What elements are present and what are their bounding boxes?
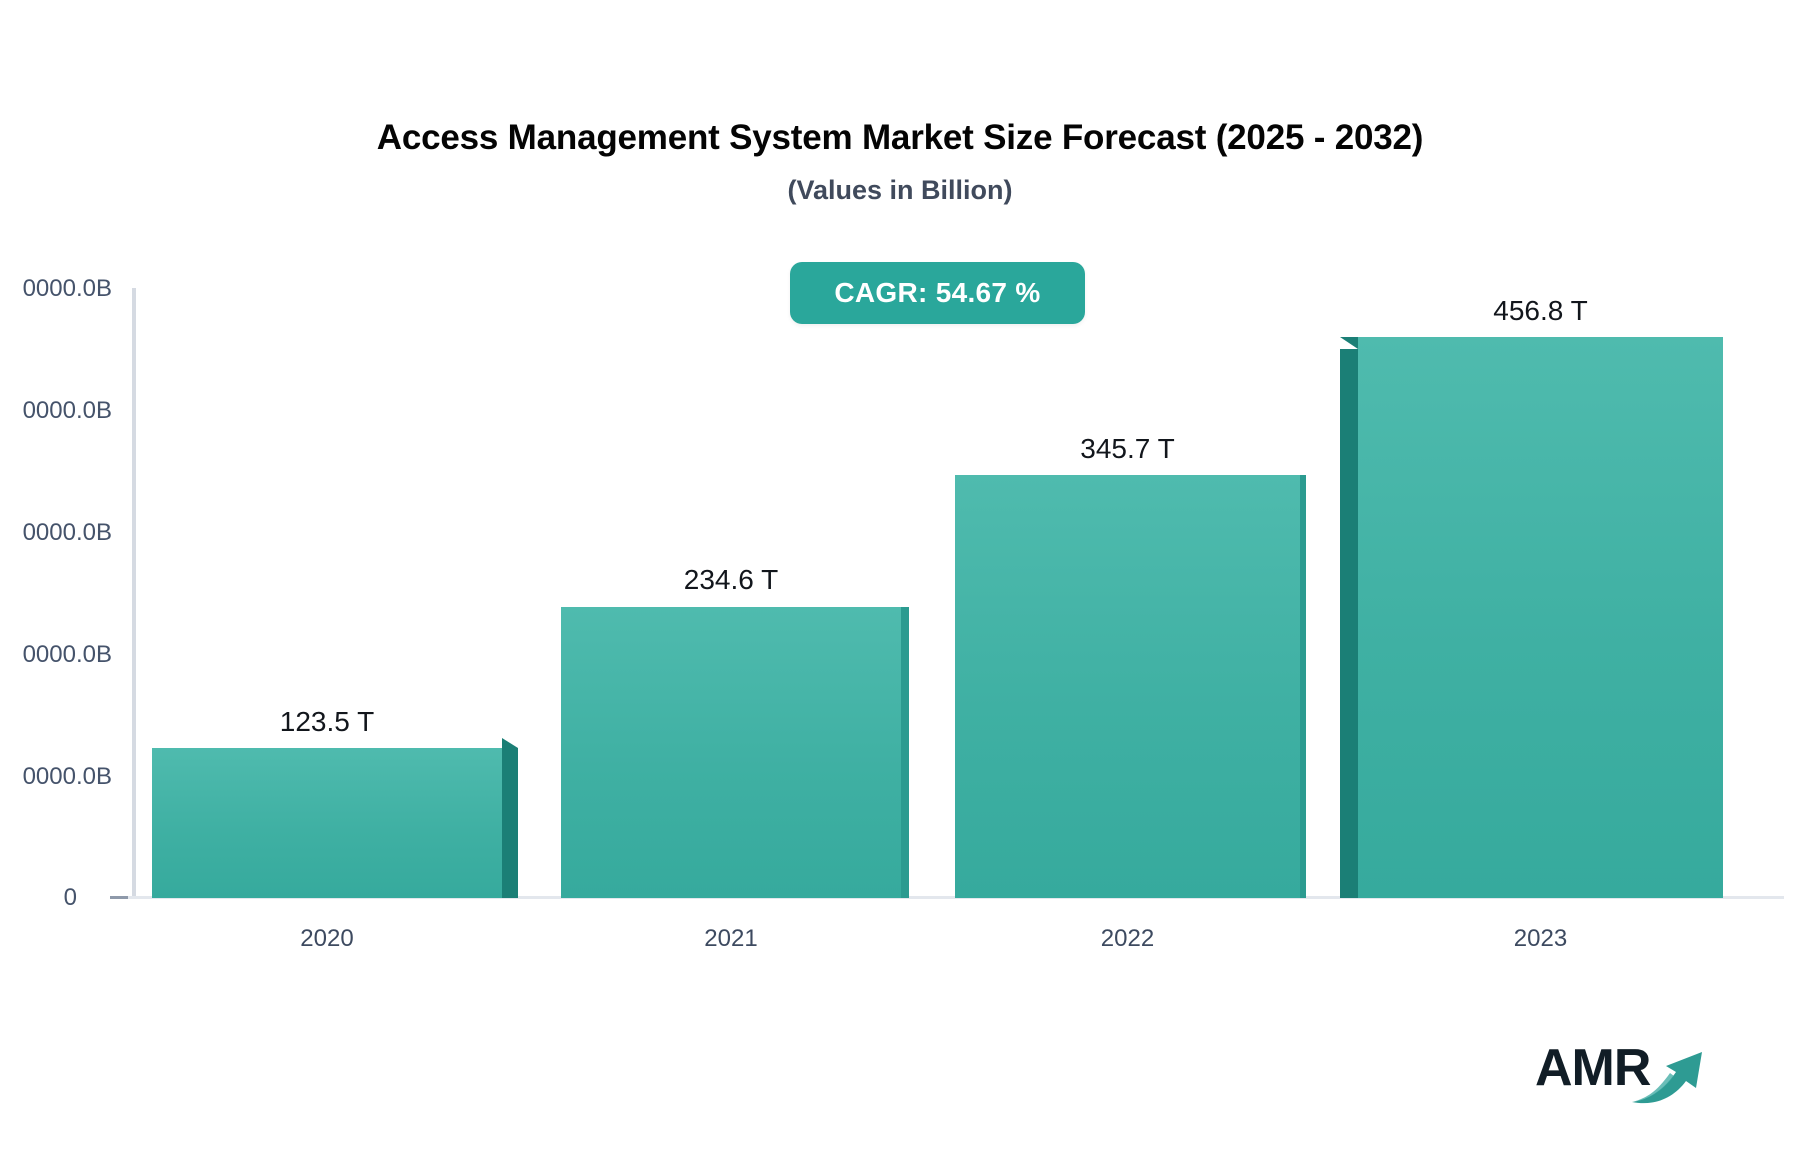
x-tick-label-2022: 2022 [1100, 925, 1155, 952]
y-tick-mark-zero [110, 896, 128, 899]
bar-value-label-2023: 456.8 T [1493, 295, 1588, 326]
bar-2021[interactable] [561, 607, 909, 898]
x-tick-label-2020: 2020 [300, 925, 354, 952]
bar-value-label-2020: 123.5 T [279, 706, 375, 737]
bar-value-label-2021: 234.6 T [683, 564, 779, 595]
bar-2022[interactable] [955, 475, 1306, 898]
amr-logo: AMR [1535, 1040, 1710, 1112]
bar-face-2021 [561, 607, 901, 898]
bar-side-2022 [1300, 475, 1306, 898]
bar-face-2022 [955, 475, 1300, 898]
bar-side-cap-2020 [502, 738, 518, 748]
amr-logo-text: AMR [1535, 1039, 1651, 1097]
y-axis-line [132, 288, 136, 898]
cagr-badge: CAGR: 54.67 % [790, 262, 1085, 324]
bar-value-label-2022: 345.7 T [1080, 433, 1175, 464]
bar-side-2020 [502, 748, 518, 898]
y-tick-label-4: 0000.0B [22, 763, 112, 790]
y-tick-label-0: 0000.0B [22, 275, 112, 302]
chart-title: Access Management System Market Size For… [376, 118, 1424, 157]
bar-2023[interactable] [1340, 337, 1723, 898]
y-tick-label-1: 0000.0B [22, 397, 112, 424]
bar-side-cap-2023 [1340, 337, 1358, 349]
bar-face-2023 [1358, 337, 1723, 898]
x-axis-line [112, 896, 1784, 899]
x-tick-label-2021: 2021 [704, 925, 758, 952]
bar-face-2020 [152, 748, 502, 898]
y-tick-label-3: 0000.0B [22, 641, 112, 668]
bar-side-2021 [901, 607, 909, 898]
y-tick-label-2: 0000.0B [22, 519, 112, 546]
y-tick-label-5: 0 [63, 884, 77, 911]
chart-subtitle: (Values in Billion) [787, 175, 1013, 205]
bar-side-2023 [1340, 349, 1358, 898]
bar-2020[interactable] [152, 738, 518, 898]
growth-arrow-icon [1632, 1052, 1702, 1104]
x-tick-label-2023: 2023 [1513, 925, 1568, 952]
